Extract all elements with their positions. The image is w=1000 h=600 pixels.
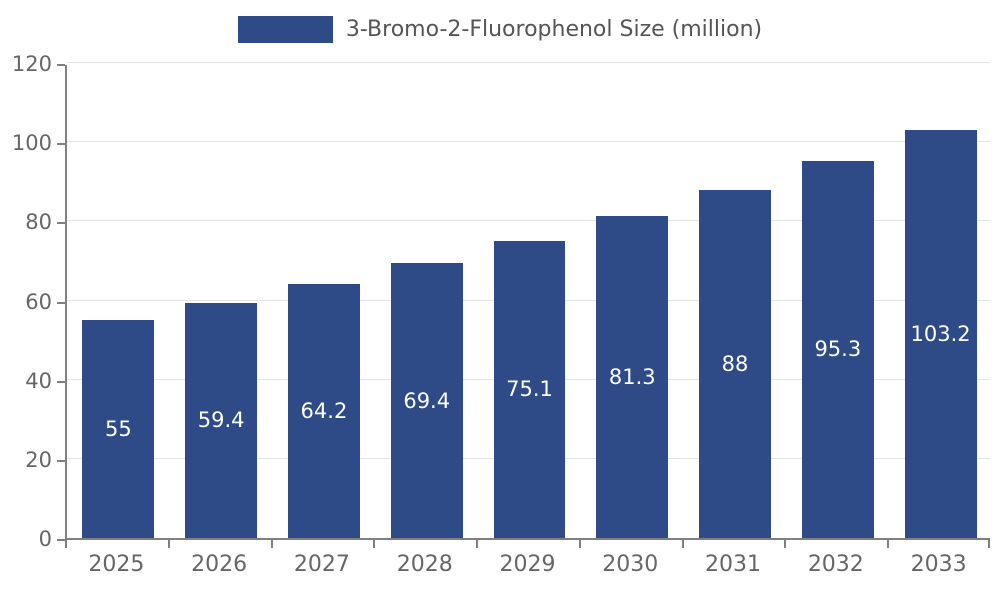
bar: 88 [699, 189, 772, 538]
y-axis-tick-label: 20 [25, 447, 52, 472]
bar: 75.1 [493, 240, 566, 538]
legend-label: 3-Bromo-2-Fluorophenol Size (million) [345, 17, 763, 42]
y-axis-tick-label: 80 [25, 210, 52, 235]
y-axis-tick [57, 380, 65, 383]
x-axis-tick [65, 540, 67, 548]
bar: 59.4 [185, 302, 258, 538]
x-axis-tick [167, 540, 170, 548]
x-axis-tick [887, 540, 890, 548]
x-axis-tick [373, 540, 376, 548]
y-axis-tick-label: 0 [38, 527, 52, 551]
y-axis-tick [57, 539, 65, 541]
bar-value-label: 75.1 [506, 377, 553, 402]
y-axis-tick [57, 301, 65, 304]
bar: 55 [82, 320, 155, 538]
gridline [67, 62, 990, 63]
bar-value-label: 64.2 [300, 398, 348, 423]
bar: 103.2 [904, 129, 977, 538]
x-axis-tick-label: 2028 [396, 552, 453, 577]
x-axis-tick-label: 2025 [88, 552, 145, 577]
y-axis-tick-label: 100 [11, 131, 52, 156]
legend-swatch [237, 16, 333, 43]
y-axis-tick [57, 459, 65, 462]
y-axis-tick [57, 143, 65, 146]
y-axis-tick-label: 120 [11, 52, 52, 76]
x-axis-tick [681, 540, 684, 548]
bar-value-label: 88 [721, 351, 749, 376]
bar: 95.3 [801, 160, 874, 538]
y-axis-tick [57, 222, 65, 225]
bar: 69.4 [390, 263, 463, 538]
y-axis-tick-label: 60 [25, 289, 52, 314]
gridline [67, 220, 990, 222]
x-axis-tick-label: 2027 [293, 552, 350, 577]
plot-area: 55 59.4 64.2 69.4 75.1 81.3 88 95.3 103.2 [65, 62, 990, 540]
bar-value-label: 69.4 [403, 388, 451, 413]
y-axis-tick [57, 64, 65, 66]
bar-value-label: 59.4 [197, 408, 245, 433]
x-axis-tick [784, 540, 787, 548]
gridline [67, 141, 990, 143]
x-axis-tick-label: 2031 [705, 552, 762, 577]
x-axis-tick-label: 2026 [191, 552, 248, 577]
x-axis-tick-label: 2029 [499, 552, 556, 577]
x-axis-tick-label: 2032 [807, 552, 864, 577]
bar: 81.3 [596, 216, 669, 538]
bar-value-label: 95.3 [814, 337, 862, 362]
bar-value-label: 55 [105, 417, 132, 442]
x-axis-tick-label: 2033 [910, 552, 967, 577]
bar: 64.2 [287, 283, 360, 538]
x-axis-tick [578, 540, 581, 548]
y-axis-tick-label: 40 [25, 368, 52, 393]
x-axis-tick [988, 540, 990, 548]
x-axis-tick-label: 2030 [602, 552, 659, 577]
bar-value-label: 81.3 [608, 365, 656, 390]
x-axis-tick [270, 540, 273, 548]
x-axis-tick [476, 540, 479, 548]
bar-value-label: 103.2 [910, 321, 971, 346]
legend: 3-Bromo-2-Fluorophenol Size (million) [0, 16, 1000, 43]
